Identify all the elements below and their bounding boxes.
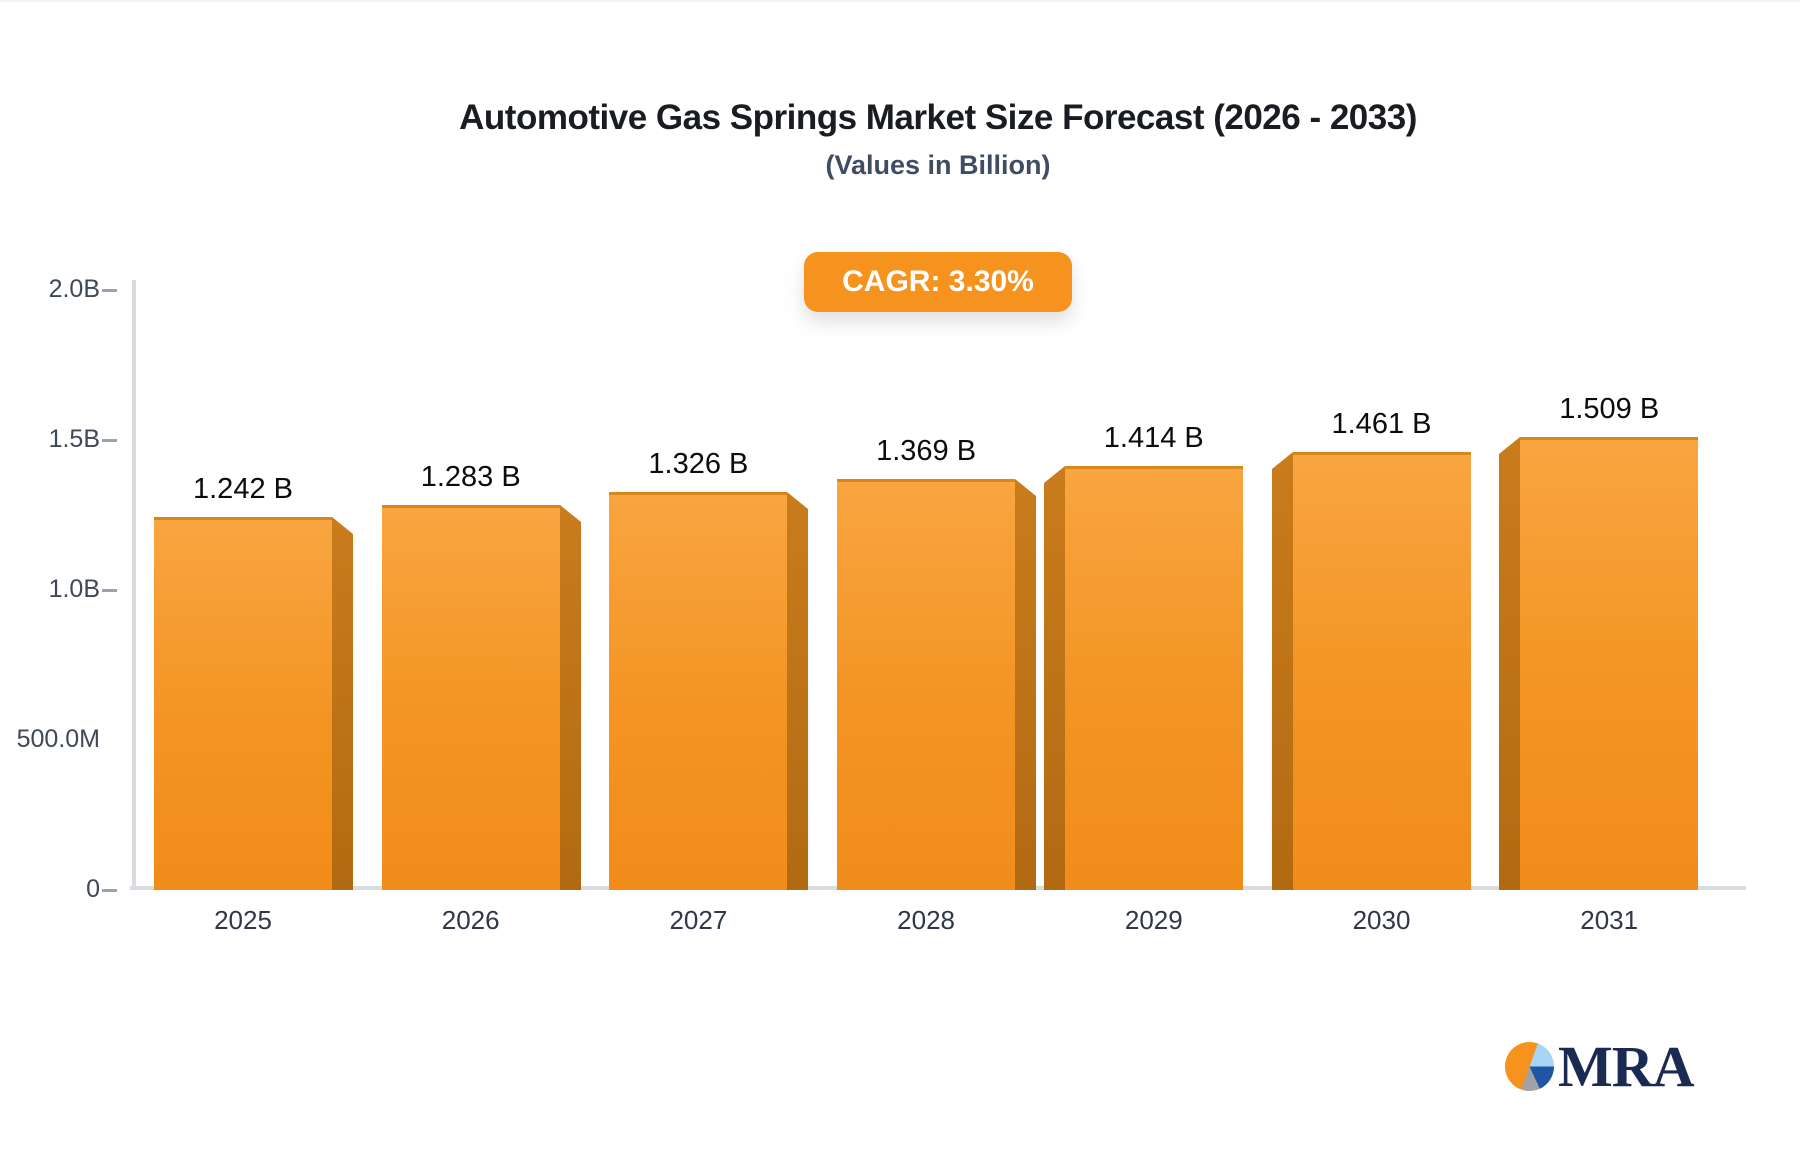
bar-value-label: 1.242 B [193,473,293,505]
chart-title: Automotive Gas Springs Market Size Forec… [459,98,1417,137]
x-axis-label: 2029 [1124,905,1183,935]
bar-2031 [1520,437,1698,890]
bar-2030 [1293,452,1471,890]
cagr-badge: CAGR: 3.30% [804,252,1072,312]
y-axis-tick-label: 2.0B [48,275,100,303]
cagr-badge-container: CAGR: 3.30% [130,252,1746,312]
bar-2028 [837,479,1015,890]
x-axis-label: 2028 [897,905,956,935]
bar-value-label: 1.369 B [876,435,977,467]
bar-value-label: 1.509 B [1559,393,1660,425]
pie-chart-logo-icon [1505,1042,1554,1091]
x-axis-label: 2027 [669,905,728,935]
bar-side-face-2028 [1015,479,1036,890]
brand-logo: MRA [1505,1034,1695,1099]
y-axis-line [132,280,136,890]
bar-value-label: 1.461 B [1331,408,1432,440]
y-axis-tick-label: 500.0M [16,725,100,753]
x-axis-label: 2031 [1580,905,1639,935]
chart-subtitle: (Values in Billion) [825,150,1051,180]
bar-side-face-2029 [1044,466,1065,890]
bar-side-face-2031 [1499,437,1520,890]
y-axis-tick-dash [102,289,117,292]
y-axis-tick-dash [102,889,117,892]
bar-value-label: 1.414 B [1103,422,1204,454]
bar-value-label: 1.283 B [420,461,521,493]
bar-side-face-2027 [787,492,808,890]
bar-2027 [609,492,787,890]
bar-2025 [154,517,332,890]
y-axis-tick-label: 1.0B [48,575,100,603]
bar-2026 [382,505,560,890]
x-axis-label: 2026 [441,905,500,935]
bar-2029 [1065,466,1243,890]
brand-logo-text: MRA [1558,1034,1695,1099]
y-axis-tick-label: 1.5B [48,425,100,453]
x-axis-label: 2030 [1352,905,1411,935]
bar-value-label: 1.326 B [648,448,749,480]
y-axis-tick-dash [102,589,117,592]
y-axis-tick-dash [102,439,117,442]
x-axis-label: 2025 [214,905,272,935]
bar-side-face-2026 [560,505,581,890]
bar-side-face-2025 [332,517,353,890]
y-axis-tick-label: 0 [86,875,100,903]
bar-side-face-2030 [1272,452,1293,890]
